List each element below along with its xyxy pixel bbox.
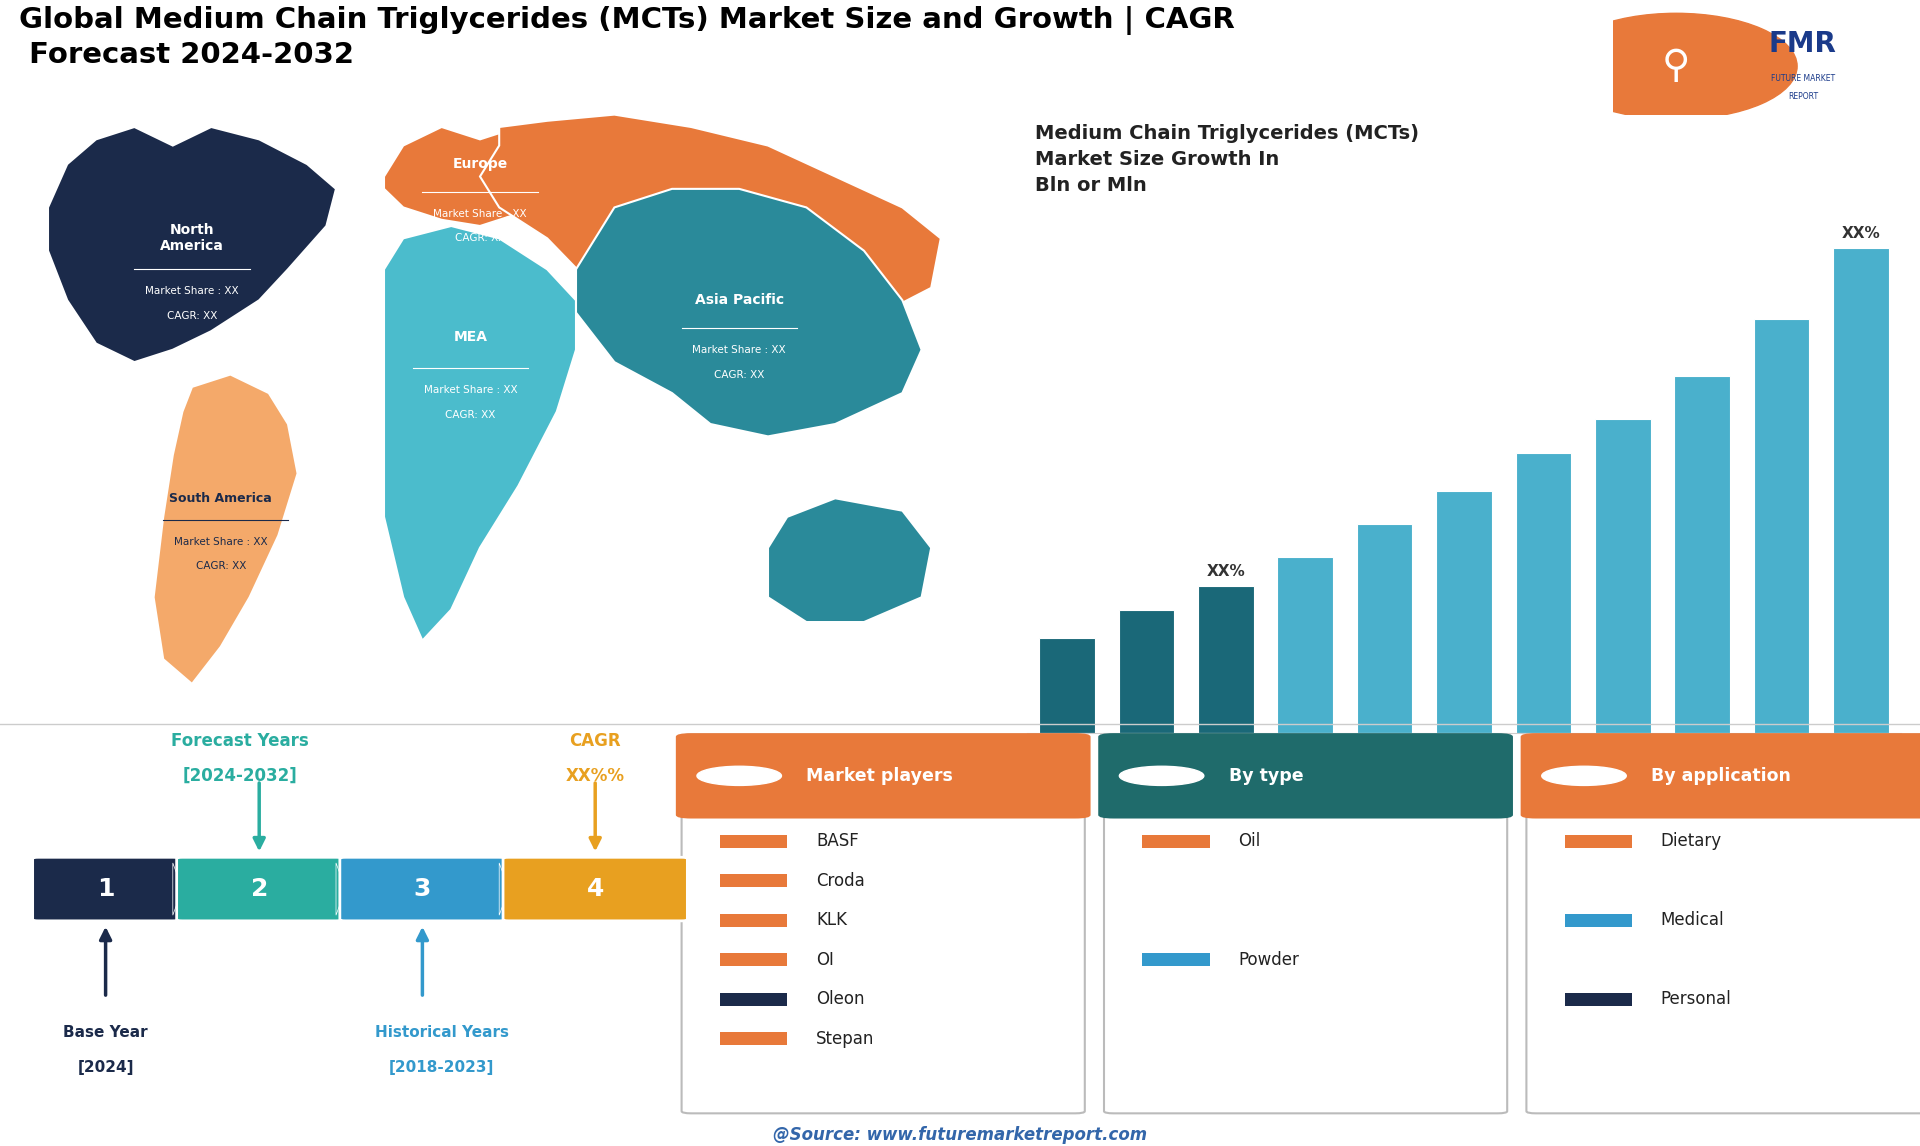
FancyBboxPatch shape [720,953,787,966]
FancyBboxPatch shape [1565,992,1632,1006]
FancyBboxPatch shape [720,992,787,1006]
Text: 4: 4 [586,877,605,901]
FancyBboxPatch shape [1526,735,1920,1114]
FancyBboxPatch shape [1521,733,1920,818]
Text: Market Share : XX: Market Share : XX [434,209,526,219]
Circle shape [697,767,781,785]
FancyBboxPatch shape [676,733,1091,818]
Text: CAGR: XX: CAGR: XX [445,410,495,419]
Text: Market Share : XX: Market Share : XX [146,286,238,296]
Polygon shape [384,226,576,641]
Polygon shape [768,499,931,622]
Text: [2024-2032]: [2024-2032] [182,767,298,785]
Text: KLK: KLK [816,911,847,929]
FancyBboxPatch shape [1104,735,1507,1114]
Text: Dietary: Dietary [1661,832,1722,850]
Text: 2: 2 [250,877,269,901]
Text: By application: By application [1651,767,1791,785]
Bar [1753,320,1809,733]
Text: Oleon: Oleon [816,990,864,1008]
Polygon shape [480,115,941,331]
Polygon shape [499,863,509,916]
Text: [2018-2023]: [2018-2023] [390,1060,493,1075]
Text: XX%: XX% [1841,227,1880,242]
Bar [1436,490,1492,733]
Text: 3: 3 [413,877,432,901]
Text: Medical: Medical [1661,911,1724,929]
Text: Forecast Years: Forecast Years [171,732,309,749]
Text: Oil: Oil [1238,832,1261,850]
Text: FMR: FMR [1768,30,1837,57]
Polygon shape [154,375,298,684]
Text: MEA: MEA [453,330,488,345]
Text: CAGR: XX: CAGR: XX [167,311,217,321]
Text: ⚲: ⚲ [1663,47,1690,85]
FancyBboxPatch shape [682,735,1085,1114]
Text: Stepan: Stepan [816,1029,874,1047]
Polygon shape [384,127,557,226]
Text: Market Share : XX: Market Share : XX [424,385,516,395]
Bar [1515,453,1571,733]
FancyBboxPatch shape [1142,953,1210,966]
FancyBboxPatch shape [1565,913,1632,927]
Polygon shape [173,863,182,916]
FancyBboxPatch shape [720,874,787,887]
FancyBboxPatch shape [1098,733,1513,818]
FancyBboxPatch shape [177,857,342,921]
FancyBboxPatch shape [340,857,505,921]
Text: Historical Years: Historical Years [374,1026,509,1041]
Bar [1277,557,1332,733]
Text: Market Share : XX: Market Share : XX [693,345,785,355]
Text: Asia Pacific: Asia Pacific [695,293,783,307]
Bar [1119,610,1175,733]
Bar [1674,376,1730,733]
Text: Croda: Croda [816,872,864,889]
Circle shape [1542,767,1626,785]
Text: [2024]: [2024] [77,1060,134,1075]
Text: Base Year: Base Year [63,1026,148,1041]
FancyBboxPatch shape [1142,834,1210,848]
Text: CAGR: XX: CAGR: XX [714,369,764,379]
Text: REPORT: REPORT [1788,92,1818,101]
FancyBboxPatch shape [720,834,787,848]
Circle shape [1119,767,1204,785]
Bar [1834,248,1889,733]
Bar [1357,524,1413,733]
Text: CAGR: XX: CAGR: XX [455,234,505,243]
FancyBboxPatch shape [720,913,787,927]
Text: Market players: Market players [806,767,952,785]
FancyBboxPatch shape [1565,834,1632,848]
Bar [1596,419,1651,733]
Text: Global Medium Chain Triglycerides (MCTs) Market Size and Growth | CAGR
 Forecast: Global Medium Chain Triglycerides (MCTs)… [19,6,1235,69]
Polygon shape [48,127,336,362]
Text: 1: 1 [96,877,115,901]
Text: Market Share : XX: Market Share : XX [175,536,267,547]
Text: CAGR: CAGR [570,732,620,749]
Text: FUTURE MARKET: FUTURE MARKET [1770,74,1836,84]
Text: South America: South America [169,492,273,504]
Text: XX%%: XX%% [566,767,624,785]
Text: OI: OI [816,951,833,968]
Circle shape [1555,14,1797,119]
Text: Personal: Personal [1661,990,1732,1008]
Bar [1039,638,1094,733]
Polygon shape [336,863,346,916]
FancyBboxPatch shape [503,857,687,921]
Text: @Source: www.futuremarketreport.com: @Source: www.futuremarketreport.com [774,1127,1146,1144]
Text: By type: By type [1229,767,1304,785]
FancyBboxPatch shape [720,1033,787,1045]
Text: Europe: Europe [453,157,507,171]
Bar [1198,586,1254,733]
Text: Powder: Powder [1238,951,1300,968]
Text: XX%: XX% [1206,564,1246,580]
Text: North
America: North America [159,223,225,253]
Text: BASF: BASF [816,832,858,850]
Polygon shape [576,189,922,437]
Text: CAGR: XX: CAGR: XX [196,562,246,572]
FancyBboxPatch shape [33,857,179,921]
Text: Medium Chain Triglycerides (MCTs)
Market Size Growth In
Bln or Mln: Medium Chain Triglycerides (MCTs) Market… [1035,124,1419,195]
